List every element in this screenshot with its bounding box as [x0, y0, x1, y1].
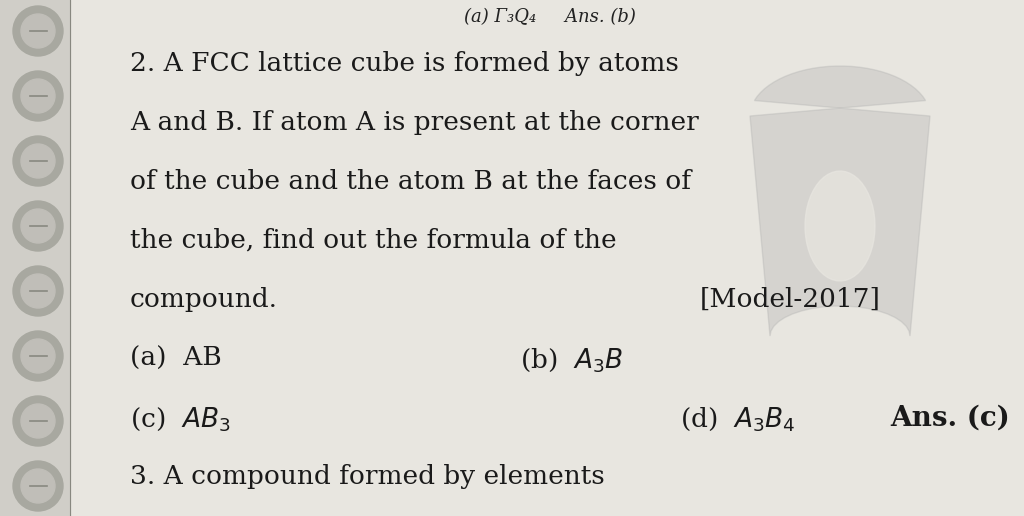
Text: (a) Γ₃Q₄     Ans. (b): (a) Γ₃Q₄ Ans. (b): [464, 8, 636, 26]
Circle shape: [13, 396, 63, 446]
Text: (d)  $A_3B_4$: (d) $A_3B_4$: [680, 405, 796, 433]
Circle shape: [22, 209, 55, 243]
Circle shape: [13, 266, 63, 316]
Text: (c)  $AB_3$: (c) $AB_3$: [130, 405, 230, 433]
Circle shape: [13, 201, 63, 251]
Text: [Model-2017]: [Model-2017]: [700, 287, 881, 312]
Text: (b)  $A_3B$: (b) $A_3B$: [520, 346, 624, 374]
Circle shape: [22, 404, 55, 438]
Text: compound.: compound.: [130, 287, 278, 312]
Circle shape: [13, 331, 63, 381]
Circle shape: [22, 339, 55, 373]
Circle shape: [13, 71, 63, 121]
Text: Ans. (c): Ans. (c): [890, 405, 1010, 432]
Text: A and B. If atom A is present at the corner: A and B. If atom A is present at the cor…: [130, 110, 698, 135]
Text: the cube, find out the formula of the: the cube, find out the formula of the: [130, 228, 616, 253]
Circle shape: [22, 144, 55, 178]
Circle shape: [13, 461, 63, 511]
Polygon shape: [750, 66, 930, 336]
Circle shape: [13, 136, 63, 186]
Circle shape: [22, 79, 55, 113]
Polygon shape: [805, 171, 874, 281]
Circle shape: [22, 469, 55, 503]
Circle shape: [22, 14, 55, 48]
Bar: [0, 0, 70, 516]
Text: of the cube and the atom B at the faces of: of the cube and the atom B at the faces …: [130, 169, 691, 194]
Text: 3. A compound formed by elements: 3. A compound formed by elements: [130, 464, 605, 489]
Circle shape: [13, 6, 63, 56]
Text: (a)  AB: (a) AB: [130, 346, 222, 371]
Text: 2. A FCC lattice cube is formed by atoms: 2. A FCC lattice cube is formed by atoms: [130, 51, 679, 76]
Circle shape: [22, 274, 55, 308]
